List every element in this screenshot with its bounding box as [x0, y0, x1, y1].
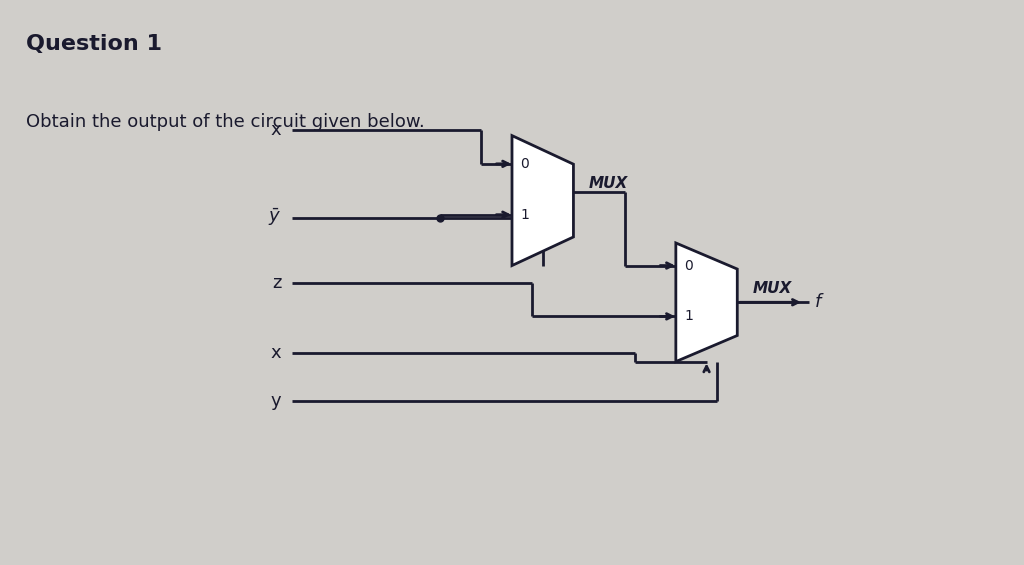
- Text: Question 1: Question 1: [26, 34, 162, 54]
- Polygon shape: [676, 243, 737, 362]
- Text: MUX: MUX: [753, 281, 792, 295]
- Text: 1: 1: [520, 208, 529, 221]
- Polygon shape: [512, 136, 573, 266]
- Text: z: z: [272, 273, 282, 292]
- Text: 1: 1: [684, 310, 693, 323]
- Text: MUX: MUX: [589, 176, 628, 191]
- Text: 0: 0: [684, 259, 693, 272]
- Text: y: y: [271, 392, 282, 410]
- Text: 0: 0: [520, 157, 529, 171]
- Text: f: f: [815, 293, 821, 311]
- Text: Obtain the output of the circuit given below.: Obtain the output of the circuit given b…: [26, 113, 424, 131]
- Text: x: x: [271, 344, 282, 362]
- Text: $\bar{y}$: $\bar{y}$: [268, 207, 282, 228]
- Text: x: x: [271, 121, 282, 139]
